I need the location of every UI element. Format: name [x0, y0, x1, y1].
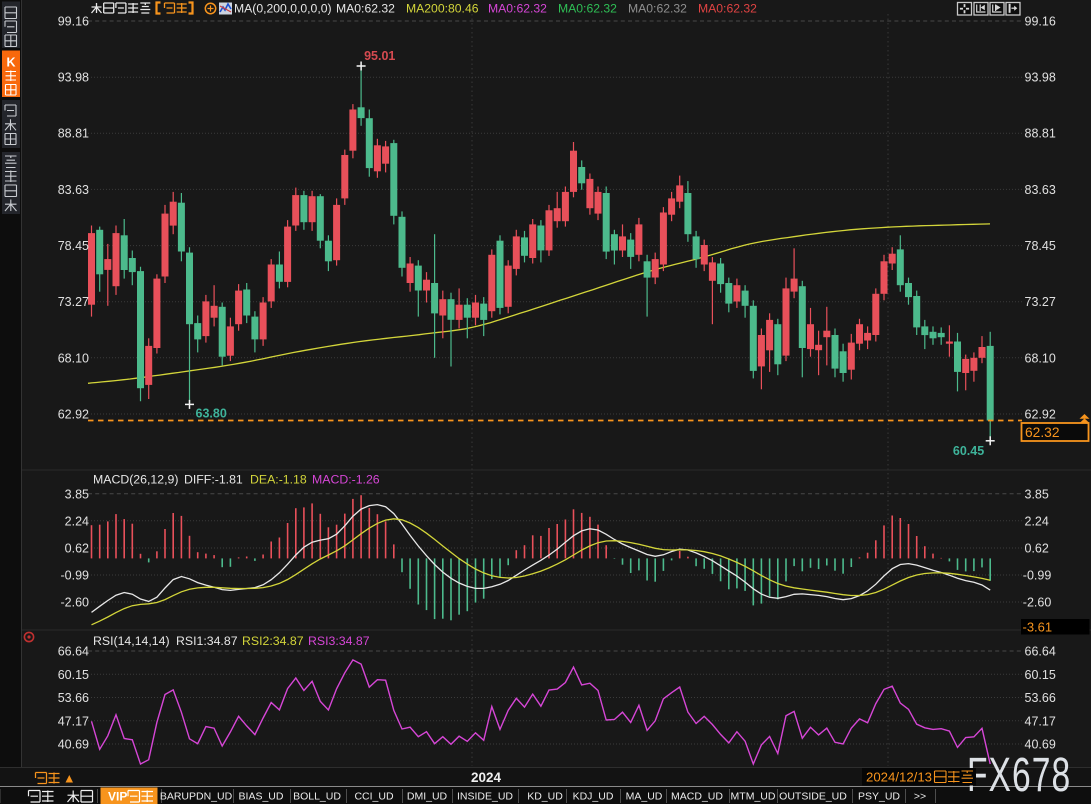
svg-text:62.32: 62.32	[1025, 425, 1060, 440]
svg-text:BARUPDN_UD: BARUPDN_UD	[160, 791, 233, 803]
svg-text:RSI3:34.87: RSI3:34.87	[308, 634, 370, 648]
svg-text:60.45: 60.45	[953, 444, 984, 458]
svg-text:78.45: 78.45	[1025, 239, 1056, 253]
svg-text:93.98: 93.98	[1025, 71, 1056, 85]
svg-text:MACD(26,12,9): MACD(26,12,9)	[93, 473, 178, 487]
svg-text:2024/12/13: 2024/12/13	[866, 770, 932, 785]
svg-text:MA_UD: MA_UD	[626, 791, 663, 803]
svg-text:3.85: 3.85	[65, 487, 89, 501]
svg-text:RSI(14,14,14): RSI(14,14,14)	[93, 634, 170, 648]
svg-text:53.66: 53.66	[1025, 691, 1056, 705]
svg-text:0.62: 0.62	[65, 542, 89, 556]
svg-text:MA0:62.32: MA0:62.32	[628, 2, 687, 16]
svg-text:0.62: 0.62	[1025, 542, 1049, 556]
svg-text:KD_UD: KD_UD	[527, 791, 563, 803]
svg-text:68.10: 68.10	[58, 351, 89, 365]
svg-text:93.98: 93.98	[58, 71, 89, 85]
svg-text:BIAS_UD: BIAS_UD	[239, 791, 284, 803]
svg-text:OUTSIDE_UD: OUTSIDE_UD	[779, 791, 847, 803]
svg-text:DIFF:-1.81: DIFF:-1.81	[184, 473, 243, 487]
svg-text:3.85: 3.85	[1025, 487, 1049, 501]
svg-text:-2.60: -2.60	[1023, 596, 1052, 610]
svg-text:MA(0,200,0,0,0,0): MA(0,200,0,0,0,0)	[234, 2, 332, 16]
svg-text:>>: >>	[914, 791, 926, 803]
svg-text:78.45: 78.45	[58, 239, 89, 253]
svg-text:66.64: 66.64	[1025, 645, 1056, 659]
svg-text:60.15: 60.15	[1025, 668, 1056, 682]
svg-text:88.81: 88.81	[58, 127, 89, 141]
svg-text:-0.99: -0.99	[61, 569, 90, 583]
svg-text:MA0:62.32: MA0:62.32	[488, 2, 547, 16]
svg-text:VIP: VIP	[108, 790, 127, 804]
svg-text:-0.99: -0.99	[1023, 569, 1052, 583]
svg-text:MA0:62.32: MA0:62.32	[698, 2, 757, 16]
svg-text:99.16: 99.16	[1025, 15, 1056, 29]
svg-text:62.92: 62.92	[58, 408, 89, 422]
svg-text:MACD_UD: MACD_UD	[671, 791, 723, 803]
svg-text:73.27: 73.27	[1025, 295, 1056, 309]
svg-text:RSI1:34.87: RSI1:34.87	[176, 634, 238, 648]
svg-text:PSY_UD: PSY_UD	[858, 791, 900, 803]
svg-text:-2.60: -2.60	[61, 596, 90, 610]
svg-text:INSIDE_UD: INSIDE_UD	[457, 791, 513, 803]
svg-text:CCI_UD: CCI_UD	[354, 791, 394, 803]
svg-text:47.17: 47.17	[58, 714, 89, 728]
svg-text:40.69: 40.69	[58, 738, 89, 752]
svg-text:88.81: 88.81	[1025, 127, 1056, 141]
svg-text:47.17: 47.17	[1025, 714, 1056, 728]
svg-text:99.16: 99.16	[58, 15, 89, 29]
svg-text:MA0:62.32: MA0:62.32	[558, 2, 617, 16]
svg-text:RSI2:34.87: RSI2:34.87	[242, 634, 304, 648]
svg-text:MA0:62.32: MA0:62.32	[336, 2, 395, 16]
svg-text:DMI_UD: DMI_UD	[407, 791, 448, 803]
svg-text:2.24: 2.24	[65, 514, 89, 528]
svg-text:73.27: 73.27	[58, 295, 89, 309]
svg-text:60.15: 60.15	[58, 668, 89, 682]
svg-text:68.10: 68.10	[1025, 351, 1056, 365]
svg-text:62.92: 62.92	[1025, 408, 1056, 422]
svg-text:-3.61: -3.61	[1023, 620, 1053, 635]
svg-text:83.63: 83.63	[1025, 183, 1056, 197]
svg-text:DEA:-1.18: DEA:-1.18	[250, 473, 307, 487]
svg-text:FX678: FX678	[967, 747, 1071, 801]
svg-text:63.80: 63.80	[196, 406, 227, 420]
svg-text:MA200:80.46: MA200:80.46	[406, 2, 479, 16]
svg-text:2.24: 2.24	[1025, 514, 1049, 528]
svg-text:40.69: 40.69	[1025, 738, 1056, 752]
svg-text:KDJ_UD: KDJ_UD	[573, 791, 614, 803]
svg-text:K: K	[6, 56, 15, 70]
svg-text:MACD:-1.26: MACD:-1.26	[312, 473, 380, 487]
svg-text:95.01: 95.01	[364, 49, 395, 63]
svg-text:53.66: 53.66	[58, 691, 89, 705]
svg-text:BOLL_UD: BOLL_UD	[293, 791, 341, 803]
svg-text:66.64: 66.64	[58, 645, 89, 659]
svg-text:MTM_UD: MTM_UD	[731, 791, 776, 803]
svg-text:83.63: 83.63	[58, 183, 89, 197]
svg-text:2024: 2024	[471, 770, 502, 785]
